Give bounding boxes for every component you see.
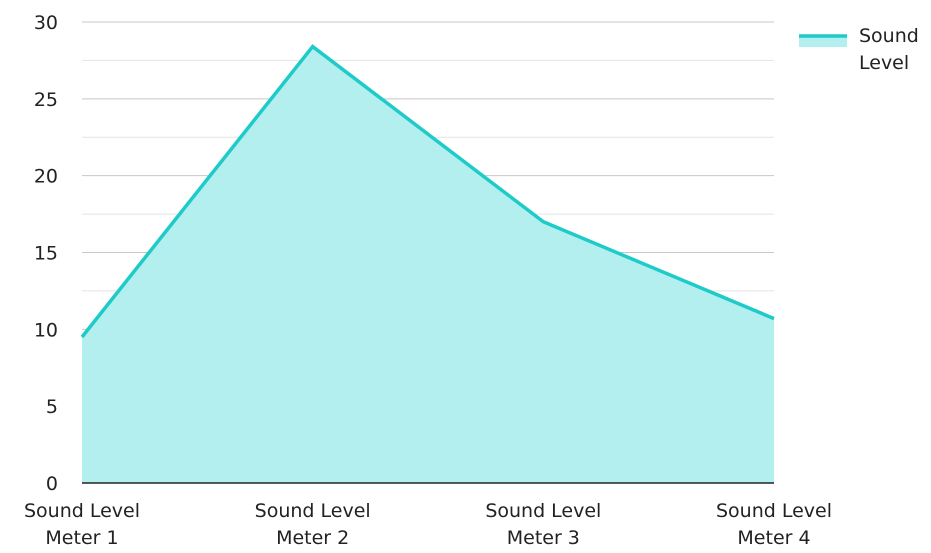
y-tick-label: 5 (46, 396, 58, 418)
y-tick-label: 20 (34, 166, 58, 188)
x-tick-label: Sound Level Meter 2 (255, 500, 371, 549)
x-tick-label: Sound Level Meter 1 (24, 500, 140, 549)
y-tick-label: 25 (34, 89, 58, 111)
x-tick-label: Sound Level Meter 4 (716, 500, 832, 549)
y-tick-label: 15 (34, 243, 58, 265)
y-tick-label: 30 (34, 12, 58, 34)
x-tick-labels: Sound Level Meter 1 Sound Level Meter 2 Soun… (24, 500, 832, 549)
legend-swatch-fill (799, 37, 847, 47)
x-tick-label: Sound Level Meter 3 (485, 500, 601, 549)
series-area-fill (82, 46, 774, 483)
legend: Sound Level (799, 25, 919, 74)
y-tick-label: 0 (46, 473, 58, 495)
area-layer (80, 44, 775, 483)
legend-label: Sound Level (859, 25, 919, 74)
series-line (80, 44, 775, 339)
y-tick-labels: 0 5 10 15 20 25 30 (34, 12, 58, 495)
y-tick-label: 10 (34, 319, 58, 341)
